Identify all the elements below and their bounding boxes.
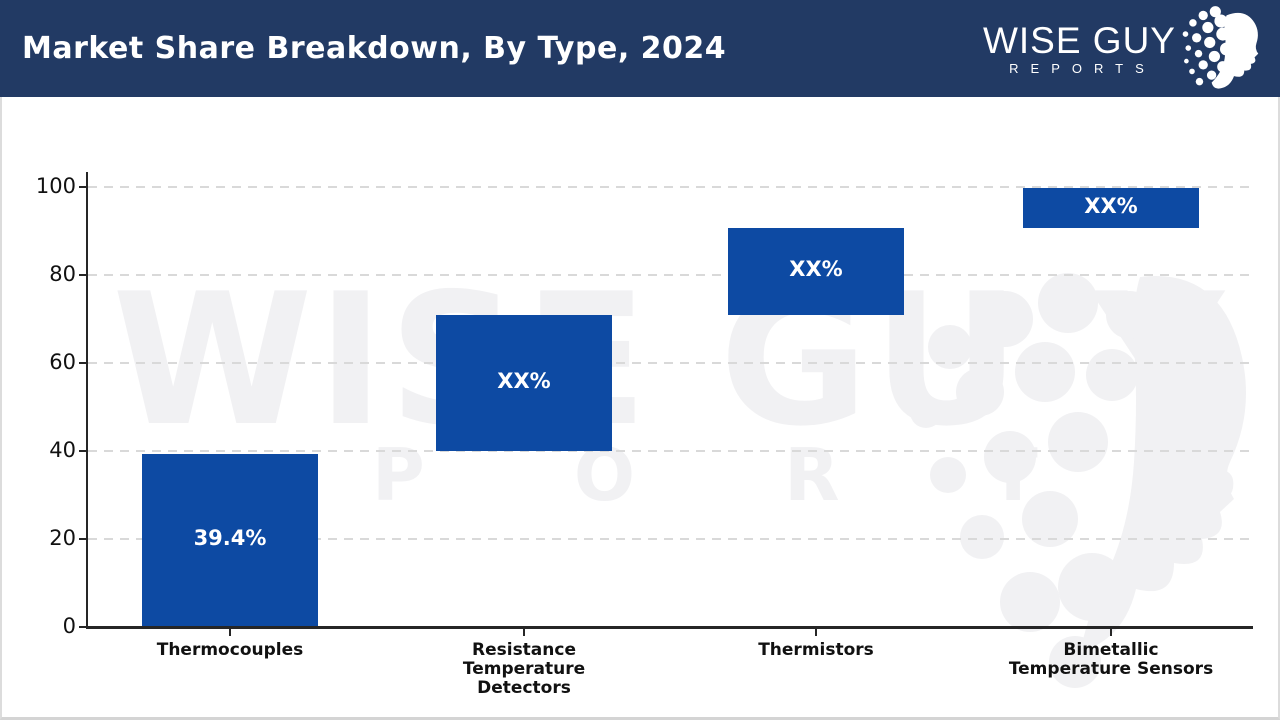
- bar-thermocouples: [142, 453, 318, 627]
- header-band: Market Share Breakdown, By Type, 2024 WI…: [0, 0, 1280, 97]
- bar-thermistors: [728, 227, 904, 315]
- bar-bimetallic-temperature-sensors: [1023, 187, 1199, 228]
- wise-guy-reports-logo: WISE GUY REPORTS: [983, 5, 1262, 92]
- x-tick-1: [229, 629, 231, 636]
- y-tick-20: [79, 538, 87, 540]
- x-tick-4: [1110, 629, 1112, 636]
- category-label-1: Thermocouples: [156, 640, 304, 660]
- gridline-20: [88, 538, 1255, 540]
- y-tick-40: [79, 450, 87, 452]
- gridline-80: [88, 274, 1255, 276]
- y-tick-label-100: 100: [35, 174, 76, 198]
- chart-title: Market Share Breakdown, By Type, 2024: [22, 31, 727, 66]
- bar-value-label: XX%: [789, 257, 843, 282]
- y-tick-label-0: 0: [62, 614, 76, 638]
- y-tick-60: [79, 362, 87, 364]
- logo-subtitle: REPORTS: [1009, 61, 1156, 76]
- gridline-60: [88, 362, 1255, 364]
- bar-value-label: 39.4%: [193, 526, 267, 551]
- x-tick-3: [815, 629, 817, 636]
- y-tick-label-60: 60: [49, 350, 76, 374]
- bar-resistance-temperature-detectors: [436, 314, 612, 451]
- y-tick-100: [79, 186, 87, 188]
- bar-value-label: XX%: [1084, 193, 1138, 218]
- y-tick-label-40: 40: [49, 438, 76, 462]
- category-label-4: Bimetallic Temperature Sensors: [1008, 640, 1214, 679]
- x-tick-2: [523, 629, 525, 636]
- x-axis-line: [86, 626, 1253, 629]
- gridline-100: [88, 186, 1255, 188]
- y-tick-label-80: 80: [49, 262, 76, 286]
- logo-wordmark: WISE GUY: [982, 20, 1176, 61]
- bar-value-label: XX%: [497, 368, 551, 393]
- y-tick-0: [79, 626, 87, 628]
- logo-text: WISE GUY REPORTS: [983, 22, 1176, 75]
- gridline-40: [88, 450, 1255, 452]
- y-axis-line: [86, 172, 88, 628]
- y-tick-label-20: 20: [49, 526, 76, 550]
- category-label-3: Thermistors: [758, 640, 874, 660]
- face-profile-logo-icon: [1182, 5, 1259, 89]
- y-tick-80: [79, 274, 87, 276]
- category-label-2: Resistance Temperature Detectors: [462, 640, 586, 698]
